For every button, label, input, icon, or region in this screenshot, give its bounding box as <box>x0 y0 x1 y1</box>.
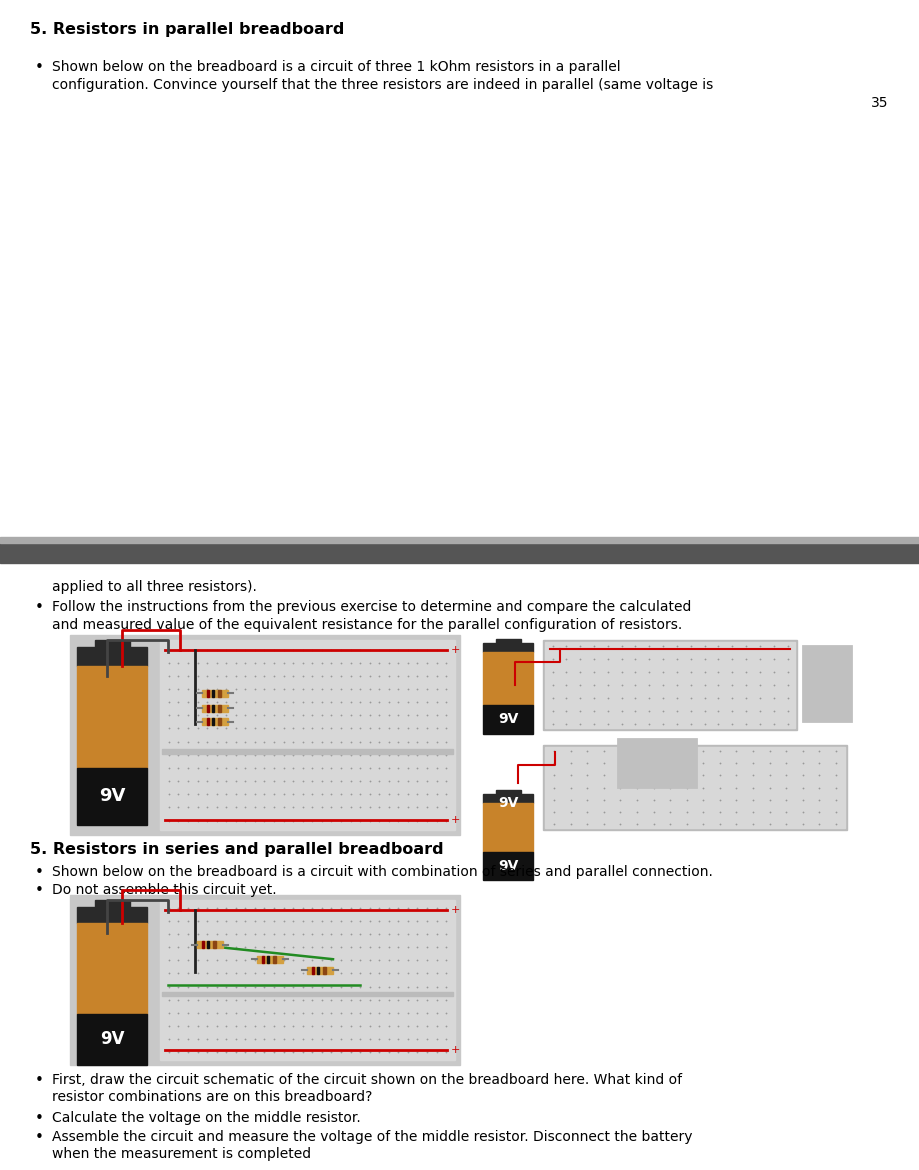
Bar <box>77 768 147 825</box>
Bar <box>495 790 520 793</box>
Bar <box>207 704 210 711</box>
Text: configuration. Convince yourself that the three resistors are indeed in parallel: configuration. Convince yourself that th… <box>52 78 713 92</box>
Bar <box>803 646 851 721</box>
Bar <box>70 895 460 1065</box>
Bar <box>323 966 325 973</box>
Bar <box>317 966 320 973</box>
Text: 9V: 9V <box>498 713 518 727</box>
Text: Follow the instructions from the previous exercise to determine and compare the : Follow the instructions from the previou… <box>52 600 691 614</box>
Text: 9V: 9V <box>498 859 518 873</box>
Text: when the measurement is completed: when the measurement is completed <box>52 1147 312 1161</box>
Bar <box>483 852 533 880</box>
Text: +: + <box>451 1045 460 1055</box>
Bar <box>0 543 919 563</box>
Text: 35: 35 <box>870 96 888 110</box>
Text: Do not assemble this circuit yet.: Do not assemble this circuit yet. <box>52 883 277 897</box>
Bar <box>162 749 453 753</box>
Bar <box>262 956 265 963</box>
Text: 9V: 9V <box>99 787 125 805</box>
Bar <box>77 1014 147 1065</box>
Bar <box>212 718 214 725</box>
Text: •: • <box>35 1073 44 1088</box>
Text: •: • <box>35 1112 44 1126</box>
Text: •: • <box>35 1130 44 1145</box>
Bar <box>70 635 460 835</box>
Bar <box>77 907 147 923</box>
Bar <box>218 689 221 696</box>
Bar <box>77 923 147 1014</box>
Bar <box>0 537 919 543</box>
Text: •: • <box>35 60 44 75</box>
Text: 5. Resistors in series and parallel breadboard: 5. Resistors in series and parallel brea… <box>30 842 444 856</box>
Bar <box>207 689 210 696</box>
Text: •: • <box>35 883 44 899</box>
Bar <box>475 635 860 835</box>
Bar <box>197 942 223 949</box>
Text: +: + <box>451 645 460 655</box>
Bar <box>483 803 533 852</box>
Text: +: + <box>451 815 460 825</box>
Bar <box>218 718 221 725</box>
Bar <box>618 739 696 787</box>
Bar <box>483 653 533 704</box>
Bar <box>213 942 216 949</box>
Bar <box>202 718 228 725</box>
Bar <box>77 647 147 666</box>
Text: Assemble the circuit and measure the voltage of the middle resistor. Disconnect : Assemble the circuit and measure the vol… <box>52 1130 693 1144</box>
Bar <box>77 666 147 768</box>
Text: and measured value of the equivalent resistance for the parallel configuration o: and measured value of the equivalent res… <box>52 618 682 632</box>
Text: Shown below on the breadboard is a circuit of three 1 kOhm resistors in a parall: Shown below on the breadboard is a circu… <box>52 60 620 74</box>
Bar <box>483 704 533 734</box>
Bar <box>543 745 847 830</box>
Bar <box>212 689 214 696</box>
Bar <box>257 956 283 963</box>
Bar <box>312 966 314 973</box>
Bar <box>95 640 130 647</box>
Text: +: + <box>451 906 460 915</box>
Text: 9V: 9V <box>498 796 518 810</box>
Bar <box>160 900 455 1060</box>
Bar <box>95 900 130 907</box>
Bar <box>202 704 228 711</box>
Bar <box>543 640 797 730</box>
Bar <box>201 942 204 949</box>
Bar <box>202 689 228 696</box>
Text: Calculate the voltage on the middle resistor.: Calculate the voltage on the middle resi… <box>52 1112 361 1126</box>
Text: Shown below on the breadboard is a circuit with combination of series and parall: Shown below on the breadboard is a circu… <box>52 865 713 879</box>
Text: 9V: 9V <box>100 1031 124 1048</box>
Bar <box>207 942 210 949</box>
Text: •: • <box>35 600 44 615</box>
Bar <box>207 718 210 725</box>
Text: 5. Resistors in parallel breadboard: 5. Resistors in parallel breadboard <box>30 22 345 37</box>
Bar <box>0 563 919 1170</box>
Bar <box>495 639 520 642</box>
Text: •: • <box>35 865 44 880</box>
Bar <box>162 992 453 996</box>
Bar <box>483 642 533 653</box>
Bar <box>267 956 269 963</box>
Bar <box>545 642 795 728</box>
Bar <box>273 956 276 963</box>
Bar <box>218 704 221 711</box>
Text: First, draw the circuit schematic of the circuit shown on the breadboard here. W: First, draw the circuit schematic of the… <box>52 1073 682 1087</box>
Bar <box>160 640 455 830</box>
Bar <box>483 793 533 803</box>
Bar <box>212 704 214 711</box>
Bar <box>545 746 845 828</box>
Bar <box>0 0 919 570</box>
Text: resistor combinations are on this breadboard?: resistor combinations are on this breadb… <box>52 1090 372 1104</box>
Bar <box>307 966 333 973</box>
Text: applied to all three resistors).: applied to all three resistors). <box>52 580 257 594</box>
